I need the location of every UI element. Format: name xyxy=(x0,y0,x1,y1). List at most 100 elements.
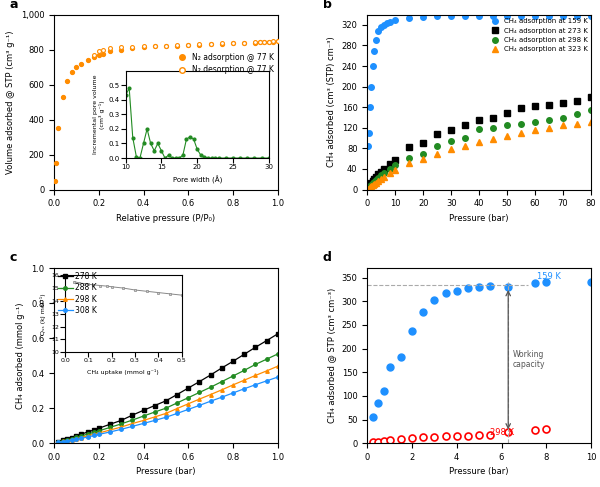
CH₄ adsorption at 159 K xyxy=(574,13,581,19)
298 K xyxy=(196,396,203,402)
308 K xyxy=(252,382,259,388)
278 K xyxy=(140,407,147,413)
CH₄ adsorption at 273 K xyxy=(461,122,469,128)
CH₄ adsorption at 273 K xyxy=(587,94,595,100)
Y-axis label: CH₄ adsorbed @ STP (cm³ cm⁻³): CH₄ adsorbed @ STP (cm³ cm⁻³) xyxy=(327,288,336,423)
298 K xyxy=(207,392,214,397)
288 K xyxy=(59,438,67,444)
CH₄ adsorption at 298 K xyxy=(476,127,483,132)
308 K xyxy=(118,427,125,432)
CH₄ adsorption at 323 K xyxy=(503,132,511,138)
CH₄ adsorption at 323 K xyxy=(392,167,399,173)
CH₄ adsorption at 159 K xyxy=(372,37,379,43)
308 K xyxy=(73,436,80,442)
CH₄ adsorption at 273 K xyxy=(448,128,455,133)
Text: a: a xyxy=(9,0,18,11)
CH₄ adsorption at 298 K xyxy=(380,170,388,176)
Line: 278 K: 278 K xyxy=(57,332,280,444)
298 K xyxy=(77,435,85,441)
CH₄ adsorption at 273 K xyxy=(380,166,388,172)
CH₄ adsorption at 159 K xyxy=(392,17,399,23)
CH₄ adsorption at 273 K xyxy=(375,171,382,177)
298 K xyxy=(59,438,67,444)
CH₄ adsorption at 298 K xyxy=(490,125,497,131)
288 K xyxy=(55,439,62,445)
308 K xyxy=(77,435,85,441)
CH₄ adsorption at 159 K xyxy=(503,13,511,19)
CH₄ adsorption at 298 K xyxy=(369,181,376,187)
CH₄ adsorption at 273 K xyxy=(574,98,581,104)
CH₄ adsorption at 298 K xyxy=(367,184,374,189)
Line: CH₄ adsorption at 273 K: CH₄ adsorption at 273 K xyxy=(365,94,594,191)
CH₄ adsorption at 298 K xyxy=(574,111,581,117)
CH₄ adsorption at 273 K xyxy=(559,100,566,106)
CH₄ adsorption at 323 K xyxy=(490,136,497,142)
CH₄ adsorption at 298 K xyxy=(371,179,378,185)
X-axis label: Pressure (bar): Pressure (bar) xyxy=(449,468,509,476)
278 K xyxy=(68,435,76,441)
288 K xyxy=(140,413,147,419)
CH₄ adsorption at 159 K xyxy=(380,22,388,28)
288 K xyxy=(196,390,203,395)
278 K xyxy=(252,344,259,350)
CH₄ adsorption at 323 K xyxy=(574,121,581,127)
308 K xyxy=(196,402,203,408)
Legend: CH₄ adsorption at 159 K, CH₄ adsorption at 273 K, CH₄ adsorption at 298 K, CH₄ a: CH₄ adsorption at 159 K, CH₄ adsorption … xyxy=(488,18,587,53)
298 K xyxy=(263,368,270,374)
298 K xyxy=(84,433,91,439)
CH₄ adsorption at 159 K xyxy=(364,143,371,149)
Text: 159 K: 159 K xyxy=(538,272,561,281)
298 K xyxy=(151,414,158,420)
CH₄ adsorption at 273 K xyxy=(517,105,524,111)
308 K xyxy=(151,417,158,423)
CH₄ adsorption at 298 K xyxy=(372,177,379,183)
308 K xyxy=(274,374,281,380)
298 K xyxy=(68,437,76,443)
CH₄ adsorption at 273 K xyxy=(406,145,413,150)
CH₄ adsorption at 298 K xyxy=(386,166,393,172)
308 K xyxy=(140,420,147,426)
278 K xyxy=(207,372,214,378)
308 K xyxy=(207,398,214,404)
CH₄ adsorption at 298 K xyxy=(419,150,427,156)
278 K xyxy=(274,331,281,337)
298 K xyxy=(64,438,71,444)
CH₄ adsorption at 323 K xyxy=(448,147,455,152)
308 K xyxy=(55,440,62,446)
CH₄ adsorption at 298 K xyxy=(503,122,511,128)
298 K xyxy=(229,382,236,388)
CH₄ adsorption at 323 K xyxy=(375,178,382,184)
Line: CH₄ adsorption at 323 K: CH₄ adsorption at 323 K xyxy=(365,119,594,192)
278 K xyxy=(77,431,85,437)
CH₄ adsorption at 159 K xyxy=(476,13,483,19)
CH₄ adsorption at 323 K xyxy=(461,143,469,149)
308 K xyxy=(129,424,136,430)
298 K xyxy=(140,417,147,423)
Line: 288 K: 288 K xyxy=(57,352,280,444)
CH₄ adsorption at 323 K xyxy=(476,139,483,145)
298 K xyxy=(55,439,62,445)
278 K xyxy=(151,403,158,409)
CH₄ adsorption at 159 K xyxy=(434,13,441,19)
278 K xyxy=(55,439,62,445)
CH₄ adsorption at 159 K xyxy=(365,130,372,136)
298 K xyxy=(173,406,181,412)
308 K xyxy=(84,434,91,440)
298 K xyxy=(129,421,136,427)
CH₄ adsorption at 159 K xyxy=(587,13,595,19)
288 K xyxy=(185,395,192,401)
Line: CH₄ adsorption at 298 K: CH₄ adsorption at 298 K xyxy=(365,107,594,191)
CH₄ adsorption at 159 K xyxy=(375,28,382,34)
CH₄ adsorption at 159 K xyxy=(367,104,374,110)
298 K xyxy=(241,377,248,383)
CH₄ adsorption at 323 K xyxy=(545,125,553,131)
CH₄ adsorption at 159 K xyxy=(377,24,385,30)
288 K xyxy=(77,433,85,439)
288 K xyxy=(162,405,169,411)
308 K xyxy=(59,439,67,445)
CH₄ adsorption at 273 K xyxy=(377,169,385,174)
CH₄ adsorption at 323 K xyxy=(365,186,372,191)
CH₄ adsorption at 159 K xyxy=(461,13,469,19)
CH₄ adsorption at 323 K xyxy=(368,184,375,189)
298 K xyxy=(95,430,103,436)
